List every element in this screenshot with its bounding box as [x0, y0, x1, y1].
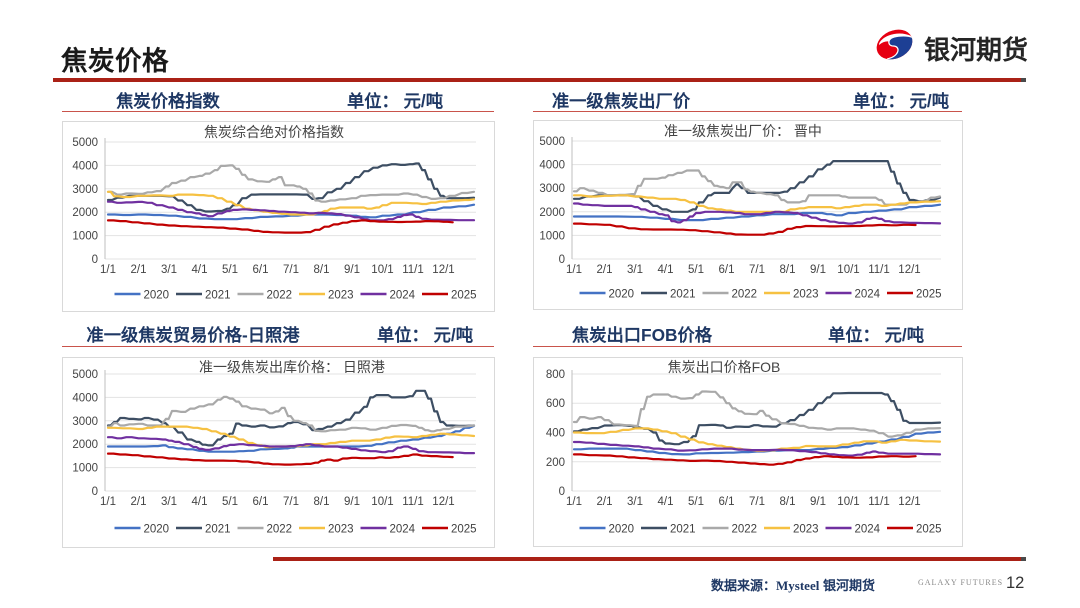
- svg-text:12/1: 12/1: [432, 496, 454, 508]
- svg-text:5/1: 5/1: [688, 496, 704, 508]
- svg-text:5000: 5000: [72, 137, 98, 149]
- svg-text:12/1: 12/1: [898, 264, 920, 276]
- svg-text:2025: 2025: [451, 290, 477, 302]
- svg-text:5/1: 5/1: [688, 264, 704, 276]
- svg-text:2020: 2020: [144, 290, 170, 302]
- svg-text:3000: 3000: [72, 184, 98, 196]
- svg-text:2024: 2024: [855, 524, 881, 536]
- svg-text:4/1: 4/1: [192, 264, 208, 276]
- svg-text:7/1: 7/1: [749, 264, 765, 276]
- svg-text:200: 200: [546, 457, 565, 469]
- svg-text:3/1: 3/1: [627, 496, 643, 508]
- svg-text:2000: 2000: [539, 207, 565, 219]
- svg-text:2021: 2021: [670, 524, 696, 536]
- svg-text:5000: 5000: [72, 369, 98, 381]
- svg-text:2021: 2021: [205, 524, 231, 536]
- svg-text:1000: 1000: [539, 230, 565, 242]
- svg-text:10/1: 10/1: [371, 264, 393, 276]
- svg-text:7/1: 7/1: [283, 496, 299, 508]
- svg-text:11/1: 11/1: [868, 264, 890, 276]
- svg-text:2020: 2020: [609, 289, 635, 301]
- svg-text:5000: 5000: [539, 136, 565, 148]
- svg-text:2/1: 2/1: [597, 264, 613, 276]
- svg-text:3000: 3000: [539, 183, 565, 195]
- svg-text:2022: 2022: [732, 289, 758, 301]
- svg-text:2024: 2024: [390, 290, 416, 302]
- svg-text:9/1: 9/1: [344, 496, 360, 508]
- svg-text:600: 600: [546, 398, 565, 410]
- svg-text:9/1: 9/1: [344, 264, 360, 276]
- svg-text:11/1: 11/1: [402, 496, 424, 508]
- svg-text:1/1: 1/1: [566, 264, 582, 276]
- svg-text:8/1: 8/1: [780, 496, 796, 508]
- svg-text:2025: 2025: [451, 524, 477, 536]
- svg-text:1/1: 1/1: [100, 264, 116, 276]
- svg-text:7/1: 7/1: [749, 496, 765, 508]
- svg-text:400: 400: [546, 428, 565, 440]
- svg-text:8/1: 8/1: [780, 264, 796, 276]
- svg-text:12/1: 12/1: [898, 496, 920, 508]
- svg-text:2020: 2020: [609, 524, 635, 536]
- svg-text:8/1: 8/1: [314, 264, 330, 276]
- svg-text:2025: 2025: [916, 524, 942, 536]
- svg-text:1000: 1000: [72, 463, 98, 475]
- svg-text:4/1: 4/1: [658, 264, 674, 276]
- svg-text:3/1: 3/1: [161, 496, 177, 508]
- svg-text:0: 0: [92, 254, 98, 266]
- svg-text:2023: 2023: [328, 524, 354, 536]
- svg-text:1/1: 1/1: [566, 496, 582, 508]
- svg-text:2024: 2024: [390, 524, 416, 536]
- svg-text:6/1: 6/1: [719, 496, 735, 508]
- svg-text:2000: 2000: [72, 439, 98, 451]
- svg-text:6/1: 6/1: [253, 496, 269, 508]
- svg-text:4/1: 4/1: [658, 496, 674, 508]
- svg-text:1000: 1000: [72, 231, 98, 243]
- svg-text:11/1: 11/1: [402, 264, 424, 276]
- svg-text:2020: 2020: [144, 524, 170, 536]
- svg-text:9/1: 9/1: [810, 496, 826, 508]
- svg-text:12/1: 12/1: [432, 264, 454, 276]
- svg-text:3/1: 3/1: [161, 264, 177, 276]
- svg-text:4000: 4000: [72, 392, 98, 404]
- svg-text:10/1: 10/1: [371, 496, 393, 508]
- svg-text:0: 0: [559, 254, 565, 266]
- svg-text:8/1: 8/1: [314, 496, 330, 508]
- svg-text:9/1: 9/1: [810, 264, 826, 276]
- svg-text:7/1: 7/1: [283, 264, 299, 276]
- svg-text:10/1: 10/1: [837, 496, 859, 508]
- svg-text:0: 0: [92, 486, 98, 498]
- svg-text:焦炭出口价格FOB: 焦炭出口价格FOB: [668, 359, 781, 375]
- svg-text:焦炭综合绝对价格指数: 焦炭综合绝对价格指数: [204, 124, 344, 140]
- svg-text:2/1: 2/1: [131, 264, 147, 276]
- svg-text:2023: 2023: [793, 289, 819, 301]
- svg-text:1/1: 1/1: [100, 496, 116, 508]
- svg-text:4000: 4000: [72, 160, 98, 172]
- svg-text:3000: 3000: [72, 416, 98, 428]
- svg-text:2023: 2023: [793, 524, 819, 536]
- svg-text:2022: 2022: [267, 290, 293, 302]
- svg-text:2000: 2000: [72, 207, 98, 219]
- svg-text:0: 0: [559, 486, 565, 498]
- svg-text:10/1: 10/1: [837, 264, 859, 276]
- svg-text:6/1: 6/1: [253, 264, 269, 276]
- svg-text:2023: 2023: [328, 290, 354, 302]
- svg-text:3/1: 3/1: [627, 264, 643, 276]
- svg-text:5/1: 5/1: [222, 264, 238, 276]
- svg-text:准一级焦炭出厂价： 晋中: 准一级焦炭出厂价： 晋中: [664, 123, 822, 139]
- svg-text:4/1: 4/1: [192, 496, 208, 508]
- svg-text:2021: 2021: [205, 290, 231, 302]
- svg-text:6/1: 6/1: [719, 264, 735, 276]
- svg-text:准一级焦炭出库价格： 日照港: 准一级焦炭出库价格： 日照港: [199, 359, 385, 375]
- svg-text:800: 800: [546, 369, 565, 381]
- svg-text:11/1: 11/1: [868, 496, 890, 508]
- svg-text:2025: 2025: [916, 289, 942, 301]
- svg-text:2024: 2024: [855, 289, 881, 301]
- svg-text:2021: 2021: [670, 289, 696, 301]
- svg-text:5/1: 5/1: [222, 496, 238, 508]
- svg-text:2/1: 2/1: [597, 496, 613, 508]
- svg-text:2022: 2022: [267, 524, 293, 536]
- svg-text:4000: 4000: [539, 160, 565, 172]
- svg-text:2022: 2022: [732, 524, 758, 536]
- svg-text:2/1: 2/1: [131, 496, 147, 508]
